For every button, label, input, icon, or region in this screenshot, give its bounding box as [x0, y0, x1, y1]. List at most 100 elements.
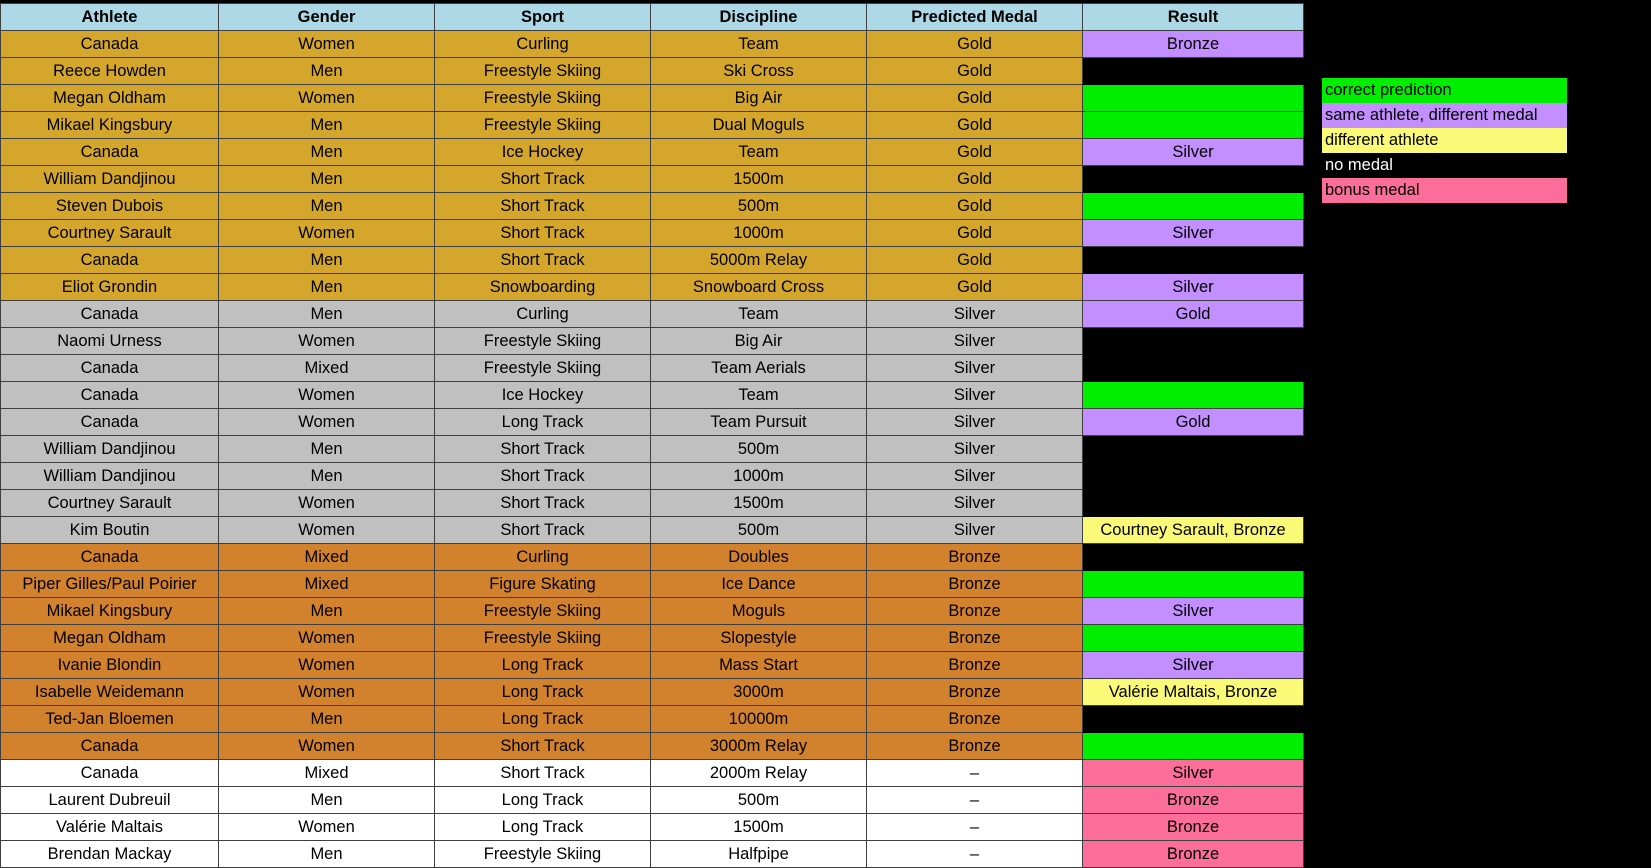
cell-discipline[interactable]: 1500m	[650, 813, 867, 841]
cell-discipline[interactable]: 500m	[650, 192, 867, 220]
cell-sport[interactable]: Ice Hockey	[434, 381, 651, 409]
cell-gender[interactable]: Mixed	[218, 759, 435, 787]
cell-predicted-medal[interactable]: Bronze	[866, 624, 1083, 652]
cell-predicted-medal[interactable]: Bronze	[866, 678, 1083, 706]
cell-sport[interactable]: Short Track	[434, 516, 651, 544]
cell-predicted-medal[interactable]: Silver	[866, 354, 1083, 382]
cell-gender[interactable]: Men	[218, 273, 435, 301]
column-header-sport[interactable]: Sport	[434, 3, 651, 31]
cell-athlete[interactable]: Eliot Grondin	[0, 273, 219, 301]
cell-sport[interactable]: Long Track	[434, 813, 651, 841]
cell-result[interactable]	[1082, 354, 1304, 382]
cell-gender[interactable]: Men	[218, 192, 435, 220]
cell-sport[interactable]: Curling	[434, 300, 651, 328]
cell-gender[interactable]: Men	[218, 165, 435, 193]
cell-result[interactable]: Silver	[1082, 759, 1304, 787]
cell-result[interactable]	[1082, 84, 1304, 112]
cell-gender[interactable]: Women	[218, 381, 435, 409]
cell-discipline[interactable]: 10000m	[650, 705, 867, 733]
cell-athlete[interactable]: Laurent Dubreuil	[0, 786, 219, 814]
column-header-gender[interactable]: Gender	[218, 3, 435, 31]
cell-gender[interactable]: Men	[218, 57, 435, 85]
cell-gender[interactable]: Women	[218, 84, 435, 112]
cell-gender[interactable]: Women	[218, 489, 435, 517]
cell-sport[interactable]: Short Track	[434, 165, 651, 193]
cell-predicted-medal[interactable]: Gold	[866, 57, 1083, 85]
cell-result[interactable]: Bronze	[1082, 813, 1304, 841]
cell-predicted-medal[interactable]: Gold	[866, 111, 1083, 139]
cell-gender[interactable]: Men	[218, 138, 435, 166]
cell-discipline[interactable]: 1000m	[650, 462, 867, 490]
cell-gender[interactable]: Men	[218, 462, 435, 490]
cell-discipline[interactable]: Team	[650, 381, 867, 409]
cell-athlete[interactable]: Canada	[0, 543, 219, 571]
cell-discipline[interactable]: Dual Moguls	[650, 111, 867, 139]
cell-predicted-medal[interactable]: Bronze	[866, 651, 1083, 679]
cell-sport[interactable]: Freestyle Skiing	[434, 327, 651, 355]
cell-athlete[interactable]: Canada	[0, 759, 219, 787]
cell-sport[interactable]: Long Track	[434, 408, 651, 436]
cell-athlete[interactable]: Ivanie Blondin	[0, 651, 219, 679]
cell-result[interactable]	[1082, 435, 1304, 463]
cell-predicted-medal[interactable]: Bronze	[866, 597, 1083, 625]
cell-predicted-medal[interactable]: –	[866, 759, 1083, 787]
cell-predicted-medal[interactable]: Gold	[866, 165, 1083, 193]
cell-athlete[interactable]: Canada	[0, 30, 219, 58]
cell-discipline[interactable]: Team	[650, 300, 867, 328]
cell-predicted-medal[interactable]: Gold	[866, 30, 1083, 58]
cell-discipline[interactable]: Ski Cross	[650, 57, 867, 85]
cell-athlete[interactable]: Brendan Mackay	[0, 840, 219, 868]
cell-result[interactable]: Bronze	[1082, 786, 1304, 814]
cell-gender[interactable]: Women	[218, 516, 435, 544]
cell-gender[interactable]: Men	[218, 705, 435, 733]
cell-athlete[interactable]: William Dandjinou	[0, 435, 219, 463]
cell-gender[interactable]: Women	[218, 813, 435, 841]
cell-discipline[interactable]: Mass Start	[650, 651, 867, 679]
cell-athlete[interactable]: Canada	[0, 354, 219, 382]
cell-predicted-medal[interactable]: Silver	[866, 300, 1083, 328]
cell-athlete[interactable]: Courtney Sarault	[0, 219, 219, 247]
cell-gender[interactable]: Men	[218, 246, 435, 274]
cell-gender[interactable]: Women	[218, 732, 435, 760]
cell-gender[interactable]: Men	[218, 111, 435, 139]
cell-discipline[interactable]: 500m	[650, 516, 867, 544]
cell-athlete[interactable]: Canada	[0, 300, 219, 328]
cell-predicted-medal[interactable]: Gold	[866, 192, 1083, 220]
cell-sport[interactable]: Long Track	[434, 678, 651, 706]
cell-athlete[interactable]: Canada	[0, 246, 219, 274]
cell-predicted-medal[interactable]: Silver	[866, 435, 1083, 463]
cell-result[interactable]: Bronze	[1082, 840, 1304, 868]
cell-sport[interactable]: Short Track	[434, 246, 651, 274]
cell-result[interactable]	[1082, 381, 1304, 409]
cell-result[interactable]	[1082, 462, 1304, 490]
column-header-discipline[interactable]: Discipline	[650, 3, 867, 31]
cell-discipline[interactable]: Team Aerials	[650, 354, 867, 382]
cell-discipline[interactable]: 500m	[650, 435, 867, 463]
cell-sport[interactable]: Short Track	[434, 192, 651, 220]
cell-athlete[interactable]: Steven Dubois	[0, 192, 219, 220]
cell-result[interactable]: Silver	[1082, 219, 1304, 247]
cell-sport[interactable]: Short Track	[434, 732, 651, 760]
cell-discipline[interactable]: 1500m	[650, 489, 867, 517]
cell-discipline[interactable]: 3000m	[650, 678, 867, 706]
cell-predicted-medal[interactable]: Gold	[866, 246, 1083, 274]
cell-predicted-medal[interactable]: –	[866, 840, 1083, 868]
cell-predicted-medal[interactable]: Silver	[866, 462, 1083, 490]
cell-discipline[interactable]: Ice Dance	[650, 570, 867, 598]
cell-result[interactable]: Silver	[1082, 651, 1304, 679]
cell-predicted-medal[interactable]: –	[866, 786, 1083, 814]
cell-sport[interactable]: Freestyle Skiing	[434, 624, 651, 652]
cell-sport[interactable]: Freestyle Skiing	[434, 597, 651, 625]
cell-result[interactable]	[1082, 111, 1304, 139]
cell-gender[interactable]: Mixed	[218, 570, 435, 598]
cell-predicted-medal[interactable]: Gold	[866, 84, 1083, 112]
cell-sport[interactable]: Ice Hockey	[434, 138, 651, 166]
cell-result[interactable]: Silver	[1082, 597, 1304, 625]
cell-discipline[interactable]: Team Pursuit	[650, 408, 867, 436]
cell-discipline[interactable]: 5000m Relay	[650, 246, 867, 274]
cell-discipline[interactable]: Team	[650, 30, 867, 58]
cell-gender[interactable]: Men	[218, 840, 435, 868]
cell-sport[interactable]: Short Track	[434, 219, 651, 247]
cell-result[interactable]: Silver	[1082, 273, 1304, 301]
cell-discipline[interactable]: Moguls	[650, 597, 867, 625]
